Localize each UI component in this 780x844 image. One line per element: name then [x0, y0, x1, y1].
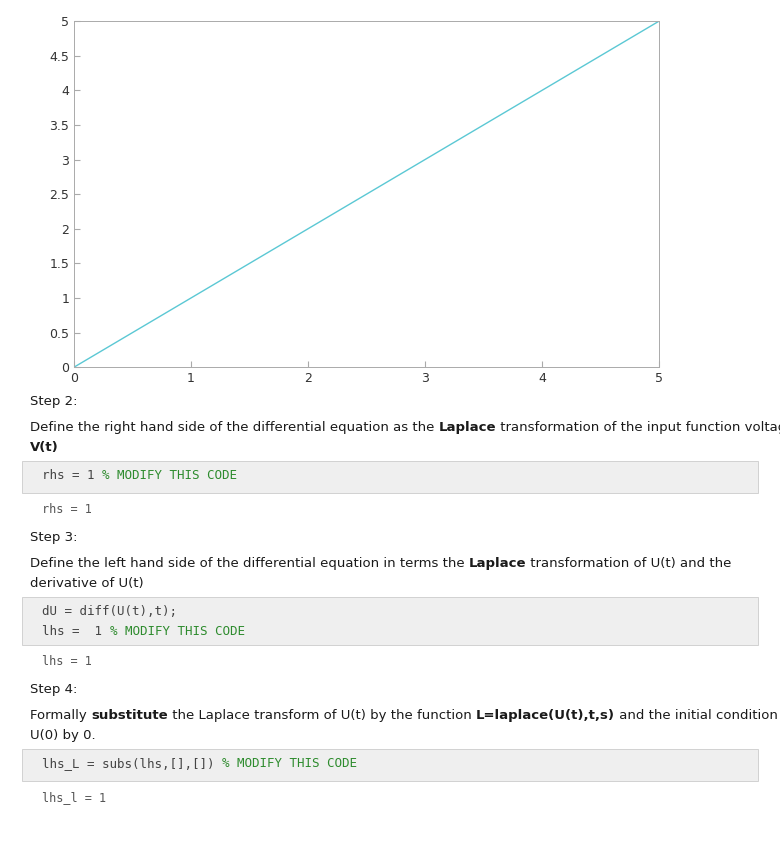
Text: % MODIFY THIS CODE: % MODIFY THIS CODE	[102, 469, 237, 482]
FancyBboxPatch shape	[22, 461, 758, 493]
Text: Formally: Formally	[30, 709, 91, 722]
Text: V(t): V(t)	[30, 441, 58, 454]
Text: lhs_L = subs(lhs,[],[]): lhs_L = subs(lhs,[],[])	[42, 757, 222, 770]
FancyBboxPatch shape	[22, 597, 758, 645]
Text: rhs = 1: rhs = 1	[42, 503, 92, 516]
Text: dU = diff(U(t),t);: dU = diff(U(t),t);	[42, 605, 177, 618]
Text: Step 2:: Step 2:	[30, 395, 77, 408]
Text: Step 3:: Step 3:	[30, 531, 77, 544]
Text: lhs = 1: lhs = 1	[42, 655, 92, 668]
Text: transformation of U(t) and the: transformation of U(t) and the	[526, 557, 732, 570]
Text: lhs =  1: lhs = 1	[42, 625, 109, 638]
Text: transformation of the input function voltage: transformation of the input function vol…	[496, 421, 780, 434]
Text: % MODIFY THIS CODE: % MODIFY THIS CODE	[222, 757, 357, 770]
Text: and the initial condition: and the initial condition	[615, 709, 778, 722]
Text: Define the right hand side of the differential equation as the: Define the right hand side of the differ…	[30, 421, 438, 434]
Text: lhs_l = 1: lhs_l = 1	[42, 791, 106, 804]
Text: Step 4:: Step 4:	[30, 683, 77, 696]
Text: substitute: substitute	[91, 709, 168, 722]
Text: Define the left hand side of the differential equation in terms the: Define the left hand side of the differe…	[30, 557, 469, 570]
Text: rhs = 1: rhs = 1	[42, 469, 102, 482]
Text: derivative of U(t): derivative of U(t)	[30, 577, 144, 590]
Text: U(0) by 0.: U(0) by 0.	[30, 729, 96, 742]
Text: % MODIFY THIS CODE: % MODIFY THIS CODE	[109, 625, 244, 638]
Text: Laplace: Laplace	[438, 421, 496, 434]
FancyBboxPatch shape	[22, 749, 758, 781]
Text: the Laplace transform of U(t) by the function: the Laplace transform of U(t) by the fun…	[168, 709, 476, 722]
Text: Laplace: Laplace	[469, 557, 526, 570]
Text: L=laplace(U(t),t,s): L=laplace(U(t),t,s)	[476, 709, 615, 722]
